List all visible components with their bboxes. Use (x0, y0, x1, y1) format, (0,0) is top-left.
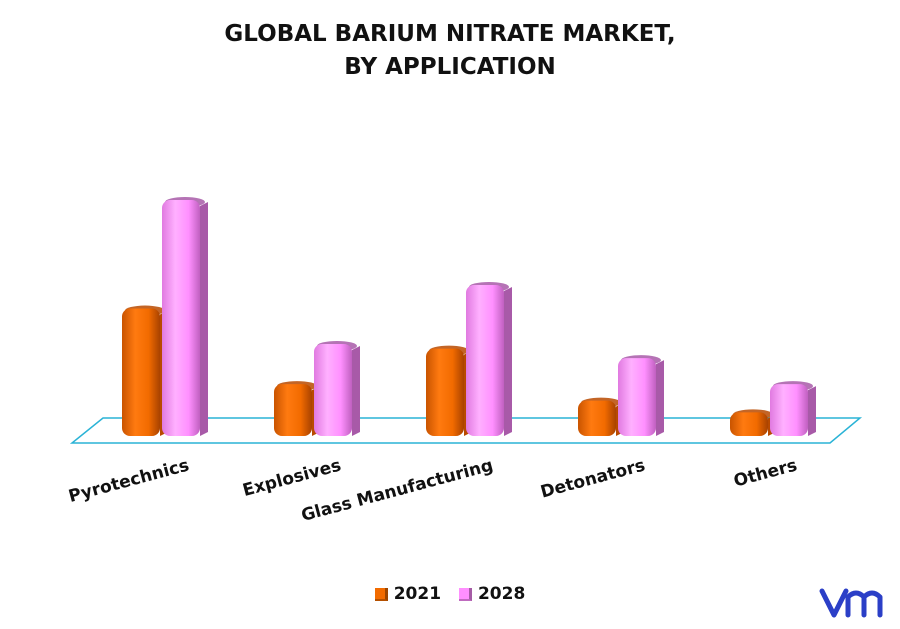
bar-2021-glass-manufacturing (426, 345, 472, 436)
bar-front (466, 284, 504, 436)
category-label-others: Others (732, 456, 800, 492)
legend-item-2021: 2021 (374, 584, 442, 604)
bar-front (618, 358, 656, 436)
chart-title-line-1: GLOBAL BARIUM NITRATE MARKET, (224, 21, 676, 47)
bar-2028-detonators (618, 355, 664, 436)
chart-title-line-2: BY APPLICATION (344, 54, 556, 80)
bar-front (314, 343, 352, 436)
bar-front (730, 412, 768, 436)
legend-label-2028: 2028 (477, 584, 526, 604)
category-label-pyrotechnics: Pyrotechnics (66, 456, 191, 507)
legend-item-2028: 2028 (458, 584, 526, 604)
bar-2021-explosives (274, 381, 320, 436)
bar-2028-explosives (314, 340, 360, 436)
bar-front (770, 384, 808, 436)
bars-group (122, 197, 816, 436)
category-label-explosives: Explosives (241, 456, 344, 501)
bar-2021-others (730, 409, 776, 436)
bar-side (656, 360, 664, 436)
vmr-logo (819, 588, 883, 618)
bar-side (504, 286, 512, 436)
chart-title: GLOBAL BARIUM NITRATE MARKET, BY APPLICA… (0, 18, 900, 84)
bar-2028-glass-manufacturing (466, 281, 512, 436)
bar-front (162, 200, 200, 436)
bar-front (122, 308, 160, 436)
bar-2021-detonators (578, 397, 624, 436)
legend-swatch-2021 (374, 587, 388, 601)
category-label-detonators: Detonators (538, 456, 647, 503)
legend-swatch-2028 (458, 587, 472, 601)
bar-2028-pyrotechnics (162, 197, 208, 436)
bar-side (352, 345, 360, 436)
legend-label-2021: 2021 (393, 584, 442, 604)
bar-2021-pyrotechnics (122, 305, 168, 436)
bar-front (426, 348, 464, 436)
bar-front (578, 400, 616, 436)
bar-2028-others (770, 381, 816, 436)
bar-front (274, 384, 312, 436)
bar-side (808, 386, 816, 436)
legend: 2021 2028 (0, 584, 900, 606)
bar-side (200, 202, 208, 436)
